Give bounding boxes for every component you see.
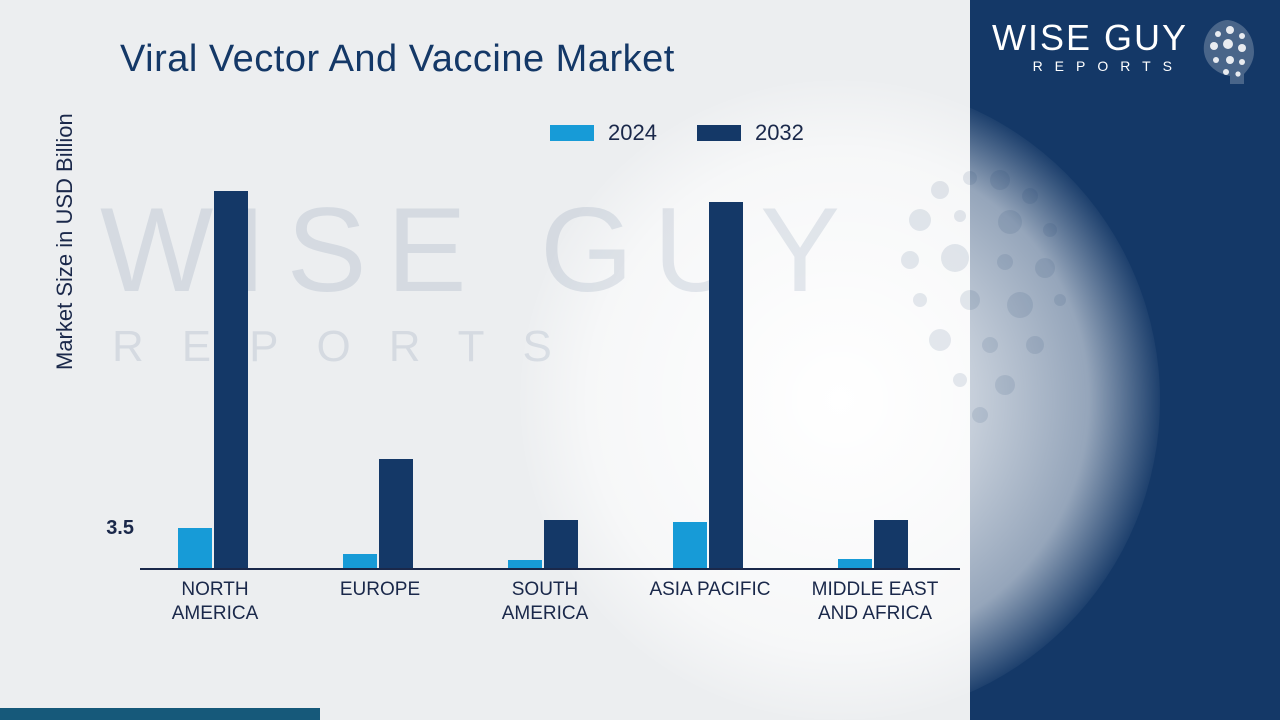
bar-2024 — [178, 528, 212, 568]
x-axis-label: NORTH AMERICA — [140, 578, 290, 626]
bar-2032 — [874, 520, 908, 568]
x-axis-label: SOUTH AMERICA — [470, 578, 620, 626]
bottom-accent-bar — [0, 708, 320, 720]
y-axis-label: Market Size in USD Billion — [52, 113, 78, 370]
legend-label-2024: 2024 — [608, 120, 657, 146]
bar-2032 — [544, 520, 578, 568]
x-axis-label: ASIA PACIFIC — [635, 578, 785, 602]
logo-main-text: WISE GUY — [992, 20, 1188, 56]
logo: WISE GUY REPORTS — [992, 20, 1256, 74]
chart-title: Viral Vector And Vaccine Market — [120, 38, 675, 81]
x-axis-label: EUROPE — [305, 578, 455, 602]
bar-2024 — [343, 554, 377, 568]
bar-2032 — [379, 459, 413, 568]
bar-2032 — [214, 191, 248, 568]
legend-item-2024: 2024 — [550, 120, 657, 146]
bar-2024 — [508, 560, 542, 568]
plot-area: 3.5 NORTH AMERICAEUROPESOUTH AMERICAASIA… — [140, 170, 960, 570]
legend-label-2032: 2032 — [755, 120, 804, 146]
bar-2032 — [709, 202, 743, 568]
logo-sub-text: REPORTS — [992, 58, 1188, 74]
legend: 2024 2032 — [550, 120, 804, 146]
y-tick-label: 3.5 — [100, 517, 134, 540]
legend-item-2032: 2032 — [697, 120, 804, 146]
chart: Market Size in USD Billion 2024 2032 3.5… — [70, 120, 980, 700]
legend-swatch-2032 — [697, 125, 741, 141]
bar-2024 — [838, 559, 872, 568]
legend-swatch-2024 — [550, 125, 594, 141]
bar-2024 — [673, 522, 707, 568]
x-axis-label: MIDDLE EAST AND AFRICA — [800, 578, 950, 626]
